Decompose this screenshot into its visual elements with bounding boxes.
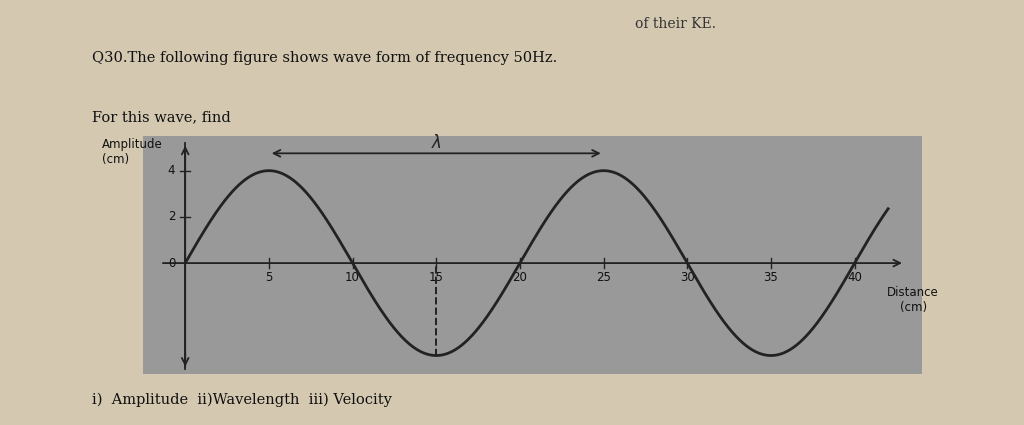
Text: 5: 5 xyxy=(265,271,272,284)
Text: 4: 4 xyxy=(168,164,175,177)
Text: 2: 2 xyxy=(168,210,175,224)
Text: 35: 35 xyxy=(764,271,778,284)
Text: 0: 0 xyxy=(168,257,175,269)
Text: 25: 25 xyxy=(596,271,611,284)
Text: Amplitude
(cm): Amplitude (cm) xyxy=(101,138,162,166)
Text: For this wave, find: For this wave, find xyxy=(92,110,230,125)
Text: 20: 20 xyxy=(512,271,527,284)
Text: 30: 30 xyxy=(680,271,694,284)
Text: Distance
(cm): Distance (cm) xyxy=(888,286,939,314)
Text: 40: 40 xyxy=(847,271,862,284)
Text: i)  Amplitude  ii)Wavelength  iii) Velocity: i) Amplitude ii)Wavelength iii) Velocity xyxy=(92,392,392,407)
Text: of their KE.: of their KE. xyxy=(635,17,716,31)
Text: 10: 10 xyxy=(345,271,360,284)
Text: Q30.The following figure shows wave form of frequency 50Hz.: Q30.The following figure shows wave form… xyxy=(92,51,557,65)
Text: $\lambda$: $\lambda$ xyxy=(431,134,441,152)
Text: 15: 15 xyxy=(429,271,443,284)
